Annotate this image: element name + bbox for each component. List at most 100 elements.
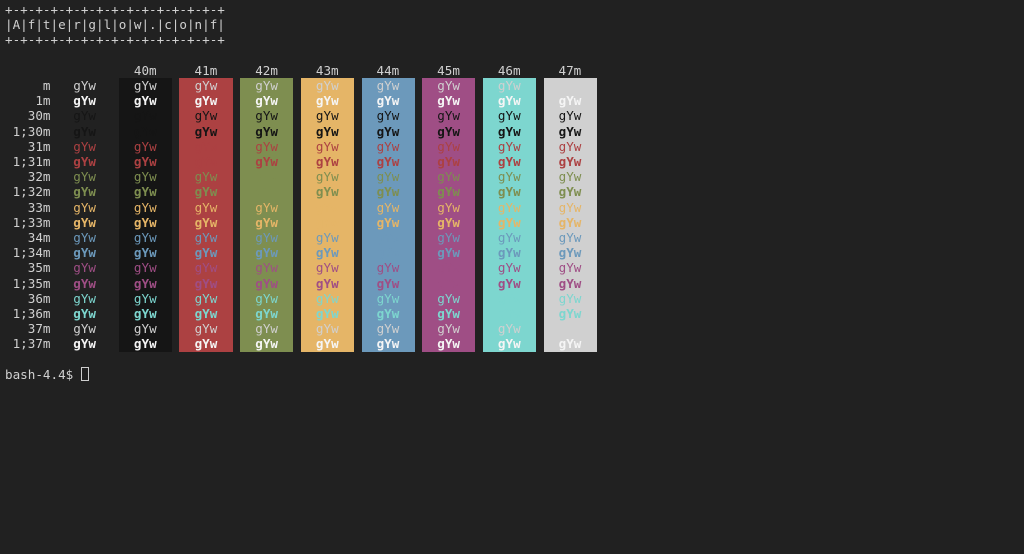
sample-text-cell: gYw — [232, 138, 294, 154]
fg-code-label: 1;37m — [5, 336, 59, 352]
sample-text-cell: gYw — [171, 184, 233, 200]
sample-text-cell: gYw — [111, 78, 172, 94]
sample-text-cell: gYw — [111, 321, 172, 337]
sample-text-cell: gYw — [353, 214, 415, 230]
sample-text-cell: gYw — [171, 336, 233, 352]
sample-text-plain: gYw — [58, 138, 112, 154]
sample-text-cell: gYw — [232, 230, 294, 246]
sample-text-cell: gYw — [232, 123, 294, 139]
sample-text-cell: gYw — [353, 260, 415, 276]
sample-text-cell: gYw — [353, 138, 415, 154]
sample-text-cell: gYw — [475, 230, 536, 246]
ascii-banner-line-1: +-+-+-+-+-+-+-+-+-+-+-+-+-+-+ — [5, 2, 225, 17]
sample-text-cell: gYw — [535, 199, 597, 215]
sample-text-cell: gYw — [535, 275, 597, 291]
sample-text-cell: gYw — [535, 108, 597, 124]
sample-text-cell: gYw — [293, 275, 354, 291]
sample-text-plain: gYw — [58, 108, 112, 124]
sample-text-cell: gYw — [232, 199, 294, 215]
fg-code-label: 30m — [5, 108, 59, 124]
sample-text-cell: gYw — [232, 154, 294, 170]
sample-text-cell: gYw — [535, 78, 597, 94]
sample-text-cell: gYw — [414, 154, 476, 170]
sample-text-cell: gYw — [111, 154, 172, 170]
fg-code-label: 32m — [5, 169, 59, 185]
color-table-row-1-30m: 1;30m gYw gYw gYw gYw gYw gYw gYw gYw gY… — [5, 124, 597, 139]
sample-text-cell: gYw — [293, 214, 354, 230]
sample-text-plain: gYw — [58, 184, 112, 200]
bg-color-bar-41m — [179, 78, 233, 352]
sample-text-cell: gYw — [475, 336, 536, 352]
fg-code-label: 31m — [5, 138, 59, 154]
sample-text-cell: gYw — [475, 245, 536, 261]
color-table-row-m: m gYw gYw gYw gYw gYw gYw gYw gYw gYw — [5, 78, 597, 93]
sample-text-cell: gYw — [535, 336, 597, 352]
bg-color-bar-44m — [361, 78, 415, 352]
sample-text-cell: gYw — [232, 321, 294, 337]
fg-code-label: 1;36m — [5, 306, 59, 322]
color-table-row-1-36m: 1;36m gYw gYw gYw gYw gYw gYw gYw gYw gY… — [5, 306, 597, 321]
sample-text-cell: gYw — [535, 154, 597, 170]
sample-text-plain: gYw — [58, 321, 112, 337]
fg-code-label: 35m — [5, 260, 59, 276]
column-header-row: 40m 41m 42m 43m 44m 45m 46m 47m — [5, 62, 582, 78]
sample-text-cell: gYw — [111, 199, 172, 215]
bg-color-bar-40m — [118, 78, 172, 352]
color-table-row-35m: 35m gYw gYw gYw gYw gYw gYw gYw gYw gYw — [5, 260, 597, 275]
color-table-row-33m: 33m gYw gYw gYw gYw gYw gYw gYw gYw gYw — [5, 200, 597, 215]
fg-code-label: 1;31m — [5, 154, 59, 170]
sample-text-cell: gYw — [293, 245, 354, 261]
sample-text-cell: gYw — [111, 275, 172, 291]
sample-text-cell: gYw — [414, 214, 476, 230]
sample-text-cell: gYw — [111, 93, 172, 109]
sample-text-plain: gYw — [58, 93, 112, 109]
color-table-row-1-34m: 1;34m gYw gYw gYw gYw gYw gYw gYw gYw gY… — [5, 245, 597, 260]
blank-line — [5, 352, 597, 367]
sample-text-plain: gYw — [58, 123, 112, 139]
sample-text-cell: gYw — [171, 93, 233, 109]
sample-text-cell: gYw — [414, 138, 476, 154]
sample-text-cell: gYw — [414, 245, 476, 261]
blank-line — [5, 48, 597, 63]
sample-text-cell: gYw — [475, 321, 536, 337]
sample-text-cell: gYw — [353, 154, 415, 170]
bg-color-bar-42m — [240, 78, 294, 352]
fg-code-label: 33m — [5, 199, 59, 215]
sample-text-cell: gYw — [111, 306, 172, 322]
sample-text-cell: gYw — [293, 108, 354, 124]
sample-text-cell: gYw — [353, 290, 415, 306]
fg-code-label: m — [5, 78, 59, 94]
sample-text-cell: gYw — [111, 260, 172, 276]
sample-text-plain: gYw — [58, 199, 112, 215]
sample-text-cell: gYw — [232, 245, 294, 261]
sample-text-cell: gYw — [414, 321, 476, 337]
sample-text-cell: gYw — [535, 230, 597, 246]
sample-text-cell: gYw — [353, 78, 415, 94]
sample-text-cell: gYw — [171, 290, 233, 306]
sample-text-cell: gYw — [535, 306, 597, 322]
ascii-banner-line-2: |A|f|t|e|r|g|l|o|w|.|c|o|n|f| — [5, 17, 225, 33]
sample-text-cell: gYw — [414, 184, 476, 200]
sample-text-cell: gYw — [232, 306, 294, 322]
sample-text-cell: gYw — [232, 275, 294, 291]
sample-text-cell: gYw — [171, 199, 233, 215]
sample-text-cell: gYw — [232, 108, 294, 124]
sample-text-cell: gYw — [535, 123, 597, 139]
sample-text-cell: gYw — [232, 184, 294, 200]
sample-text-cell: gYw — [111, 123, 172, 139]
color-table-row-1-33m: 1;33m gYw gYw gYw gYw gYw gYw gYw gYw gY… — [5, 215, 597, 230]
sample-text-cell: gYw — [293, 93, 354, 109]
sample-text-cell: gYw — [353, 245, 415, 261]
sample-text-cell: gYw — [353, 108, 415, 124]
sample-text-cell: gYw — [535, 321, 597, 337]
sample-text-cell: gYw — [414, 230, 476, 246]
sample-text-cell: gYw — [475, 108, 536, 124]
sample-text-cell: gYw — [293, 78, 354, 94]
sample-text-cell: gYw — [111, 169, 172, 185]
sample-text-cell: gYw — [535, 138, 597, 154]
sample-text-cell: gYw — [414, 169, 476, 185]
sample-text-cell: gYw — [353, 93, 415, 109]
sample-text-cell: gYw — [293, 290, 354, 306]
sample-text-cell: gYw — [293, 184, 354, 200]
